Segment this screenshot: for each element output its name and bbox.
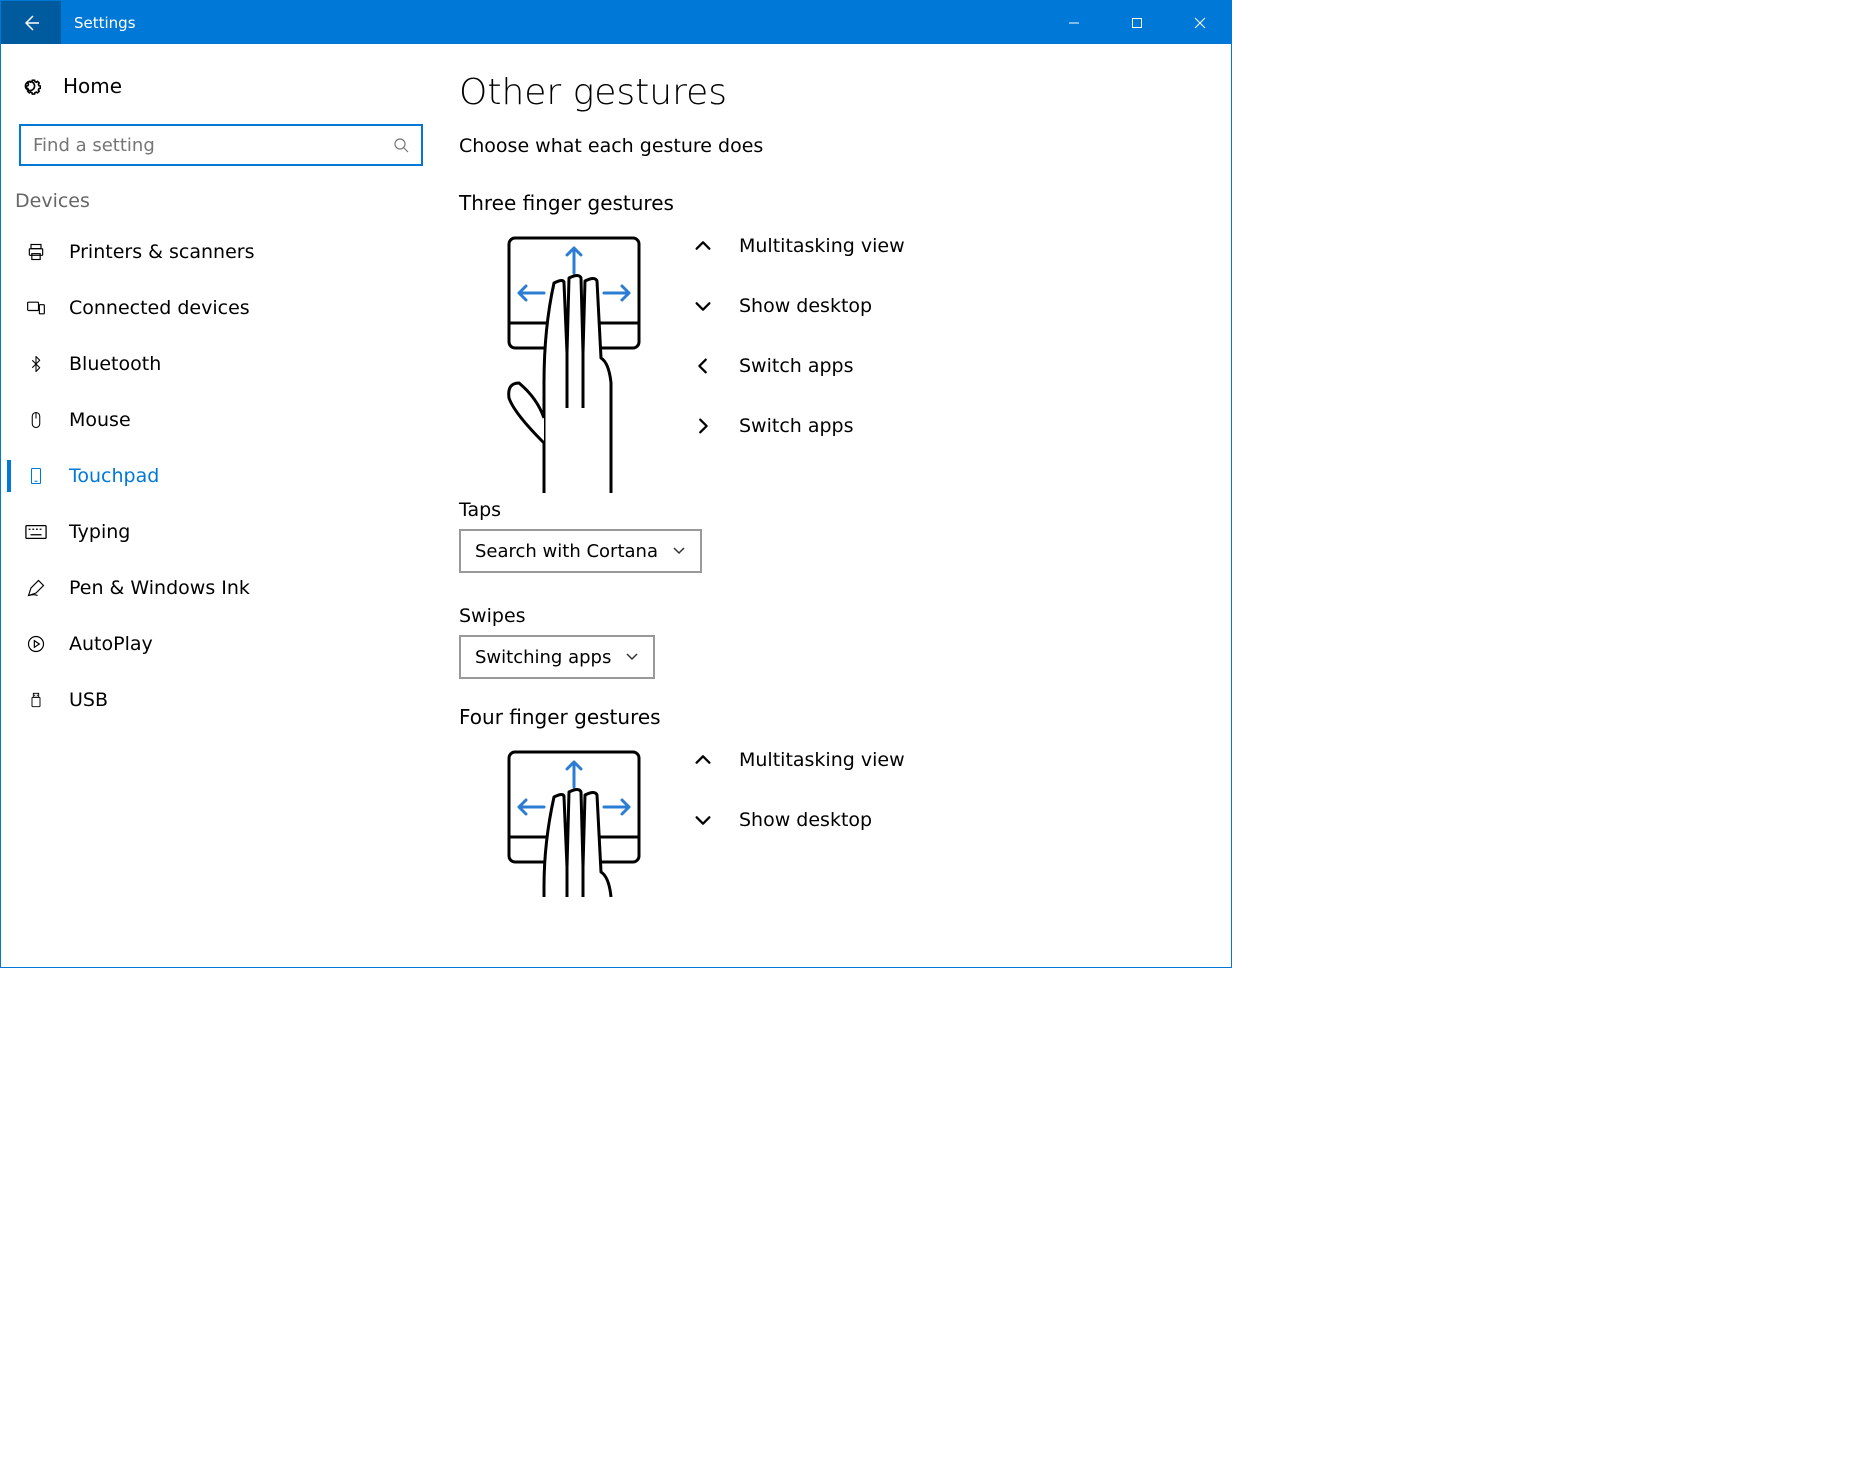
chevron-right-icon xyxy=(693,416,713,436)
sidebar-section-header: Devices xyxy=(1,190,441,224)
tablet-icon xyxy=(25,465,47,487)
sidebar-item-label: Connected devices xyxy=(69,297,250,319)
window-title: Settings xyxy=(61,1,1042,44)
sidebar-item-usb[interactable]: USB xyxy=(1,672,441,728)
chevron-down-icon xyxy=(693,810,713,830)
usb-icon xyxy=(25,689,47,711)
four-finger-illustration xyxy=(459,747,649,897)
sidebar-item-label: AutoPlay xyxy=(69,633,153,655)
devices-icon xyxy=(25,298,47,318)
swipes-label: Swipes xyxy=(459,605,1213,627)
sidebar-item-label: Touchpad xyxy=(69,465,159,487)
gesture-down: Show desktop xyxy=(693,295,905,317)
sidebar-nav-list: Printers & scanners Connected devices Blue… xyxy=(1,224,441,728)
close-icon xyxy=(1194,17,1206,29)
sidebar-item-bluetooth[interactable]: Bluetooth xyxy=(1,336,441,392)
gesture-down: Show desktop xyxy=(693,809,905,831)
gesture-up: Multitasking view xyxy=(693,235,905,257)
search-input[interactable] xyxy=(19,124,423,166)
main-content: Other gestures Choose what each gesture … xyxy=(441,44,1231,967)
sidebar-item-label: USB xyxy=(69,689,108,711)
gesture-label: Multitasking view xyxy=(739,235,905,257)
sidebar-item-printers-scanners[interactable]: Printers & scanners xyxy=(1,224,441,280)
settings-window: Settings Home xyxy=(0,0,1232,968)
chevron-up-icon xyxy=(693,236,713,256)
titlebar: Settings xyxy=(1,1,1231,44)
sidebar-home-label: Home xyxy=(63,74,122,98)
page-title: Other gestures xyxy=(459,72,1213,113)
sidebar-item-label: Mouse xyxy=(69,409,131,431)
close-button[interactable] xyxy=(1168,1,1231,44)
chevron-left-icon xyxy=(693,356,713,376)
three-finger-title: Three finger gestures xyxy=(459,191,1213,215)
chevron-down-icon xyxy=(693,296,713,316)
autoplay-icon xyxy=(25,634,47,654)
sidebar-item-label: Pen & Windows Ink xyxy=(69,577,250,599)
taps-dropdown-value: Search with Cortana xyxy=(475,541,658,562)
taps-label: Taps xyxy=(459,499,1213,521)
sidebar-item-label: Bluetooth xyxy=(69,353,161,375)
three-finger-illustration xyxy=(459,233,649,493)
sidebar-item-typing[interactable]: Typing xyxy=(1,504,441,560)
gesture-left: Switch apps xyxy=(693,355,905,377)
chevron-down-icon xyxy=(672,546,686,556)
back-arrow-icon xyxy=(21,13,41,33)
taps-dropdown[interactable]: Search with Cortana xyxy=(459,529,702,573)
page-subtitle: Choose what each gesture does xyxy=(459,135,1213,157)
swipes-dropdown[interactable]: Switching apps xyxy=(459,635,655,679)
printer-icon xyxy=(25,242,47,262)
gesture-label: Show desktop xyxy=(739,295,872,317)
maximize-button[interactable] xyxy=(1105,1,1168,44)
sidebar-item-connected-devices[interactable]: Connected devices xyxy=(1,280,441,336)
gesture-label: Show desktop xyxy=(739,809,872,831)
sidebar-item-pen-windows-ink[interactable]: Pen & Windows Ink xyxy=(1,560,441,616)
gesture-right: Switch apps xyxy=(693,415,905,437)
search-wrap xyxy=(19,124,423,166)
mouse-icon xyxy=(25,409,47,431)
three-finger-gesture-list: Multitasking view Show desktop Switch apps… xyxy=(693,233,905,493)
minimize-button[interactable] xyxy=(1042,1,1105,44)
maximize-icon xyxy=(1131,17,1143,29)
gesture-label: Multitasking view xyxy=(739,749,905,771)
keyboard-icon xyxy=(25,524,47,540)
pen-icon xyxy=(25,578,47,598)
sidebar-item-autoplay[interactable]: AutoPlay xyxy=(1,616,441,672)
sidebar-item-label: Typing xyxy=(69,521,130,543)
sidebar: Home Devices Printers & scanners Connecte… xyxy=(1,44,441,967)
four-finger-title: Four finger gestures xyxy=(459,705,1213,729)
gesture-label: Switch apps xyxy=(739,355,854,377)
gesture-up: Multitasking view xyxy=(693,749,905,771)
gear-icon xyxy=(19,75,41,97)
four-finger-gesture-list: Multitasking view Show desktop xyxy=(693,747,905,897)
sidebar-item-label: Printers & scanners xyxy=(69,241,254,263)
sidebar-home[interactable]: Home xyxy=(1,62,441,110)
sidebar-item-mouse[interactable]: Mouse xyxy=(1,392,441,448)
chevron-up-icon xyxy=(693,750,713,770)
minimize-icon xyxy=(1068,17,1080,29)
chevron-down-icon xyxy=(625,652,639,662)
window-controls xyxy=(1042,1,1231,44)
sidebar-item-touchpad[interactable]: Touchpad xyxy=(1,448,441,504)
bluetooth-icon xyxy=(25,354,47,374)
four-finger-row: Multitasking view Show desktop xyxy=(459,747,1213,897)
back-button[interactable] xyxy=(1,1,61,44)
three-finger-row: Multitasking view Show desktop Switch apps… xyxy=(459,233,1213,493)
swipes-dropdown-value: Switching apps xyxy=(475,647,611,668)
gesture-label: Switch apps xyxy=(739,415,854,437)
